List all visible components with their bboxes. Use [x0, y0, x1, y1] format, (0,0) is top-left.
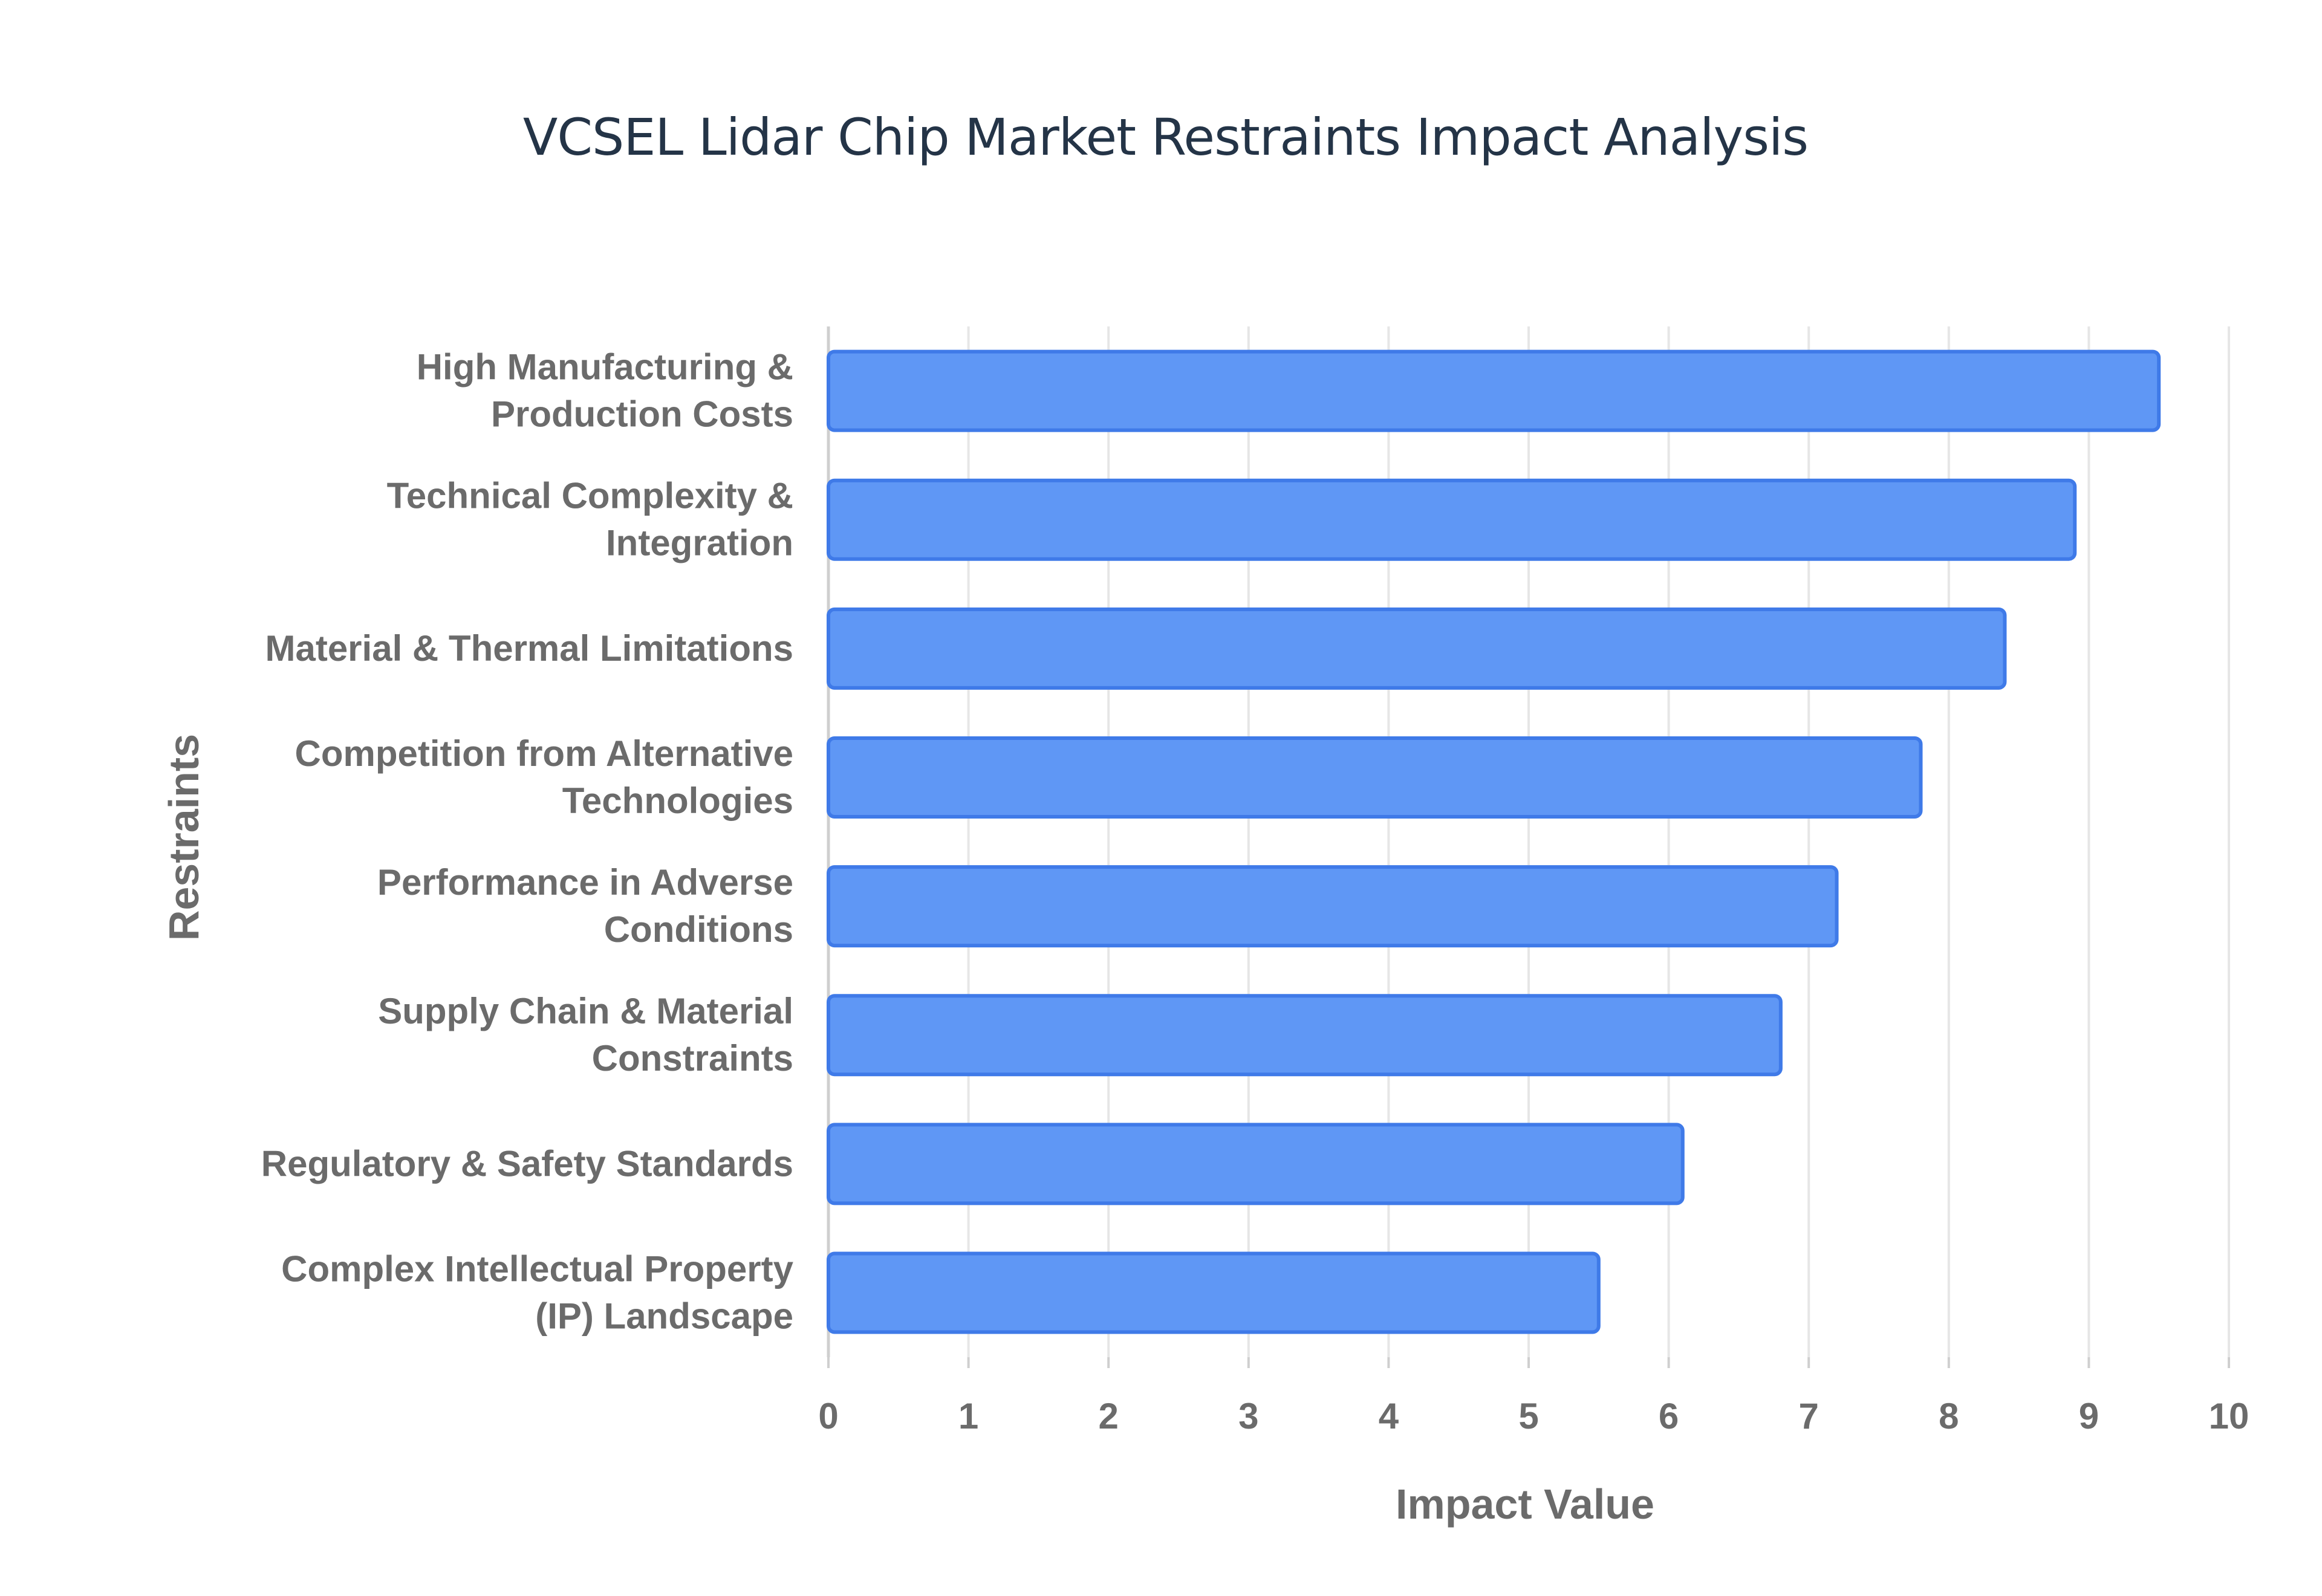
x-tick-label: 8	[1939, 1396, 1959, 1436]
x-tick-label: 2	[1099, 1396, 1119, 1436]
category-label: Technical Complexity & Integration	[387, 476, 793, 563]
bar	[827, 607, 2007, 690]
category-label: Supply Chain & Material Constraints	[378, 991, 793, 1079]
category-labels: High Manufacturing & Production Costs Tech…	[261, 347, 794, 1337]
x-tick-label: 3	[1238, 1396, 1258, 1436]
bars	[827, 349, 2161, 1334]
x-tick-label: 1	[958, 1396, 978, 1436]
x-tick-label: 6	[1659, 1396, 1679, 1436]
bar	[827, 1123, 1685, 1205]
x-tick-label: 5	[1518, 1396, 1538, 1436]
x-tick-label: 0	[818, 1396, 838, 1436]
bar	[827, 994, 1783, 1077]
x-tick-label: 4	[1379, 1396, 1399, 1436]
category-label: Performance in Adverse Conditions	[377, 862, 793, 950]
x-axis-title: Impact Value	[1396, 1481, 1654, 1528]
bar	[827, 478, 2077, 561]
x-tick-label: 10	[2209, 1396, 2249, 1436]
bar	[827, 736, 1923, 819]
y-axis-title: Restraints	[160, 734, 207, 941]
bar	[827, 1251, 1601, 1334]
category-label: Material & Thermal Limitations	[265, 628, 793, 669]
x-tick-label: 7	[1799, 1396, 1819, 1436]
x-tick-label: 9	[2079, 1396, 2099, 1436]
bar	[827, 865, 1839, 948]
category-label: Regulatory & Safety Standards	[261, 1143, 793, 1184]
x-tick-labels: 0 1 2 3 4 5 6 7 8 9 10	[818, 1396, 2249, 1436]
category-label: Competition from Alternative Technologies	[294, 733, 793, 821]
chart-title: VCSEL Lidar Chip Market Restraints Impac…	[522, 108, 1809, 167]
category-label: High Manufacturing & Production Costs	[417, 347, 793, 435]
bar	[827, 349, 2161, 432]
category-label: Complex Intellectual Property (IP) Landsc…	[281, 1248, 794, 1336]
